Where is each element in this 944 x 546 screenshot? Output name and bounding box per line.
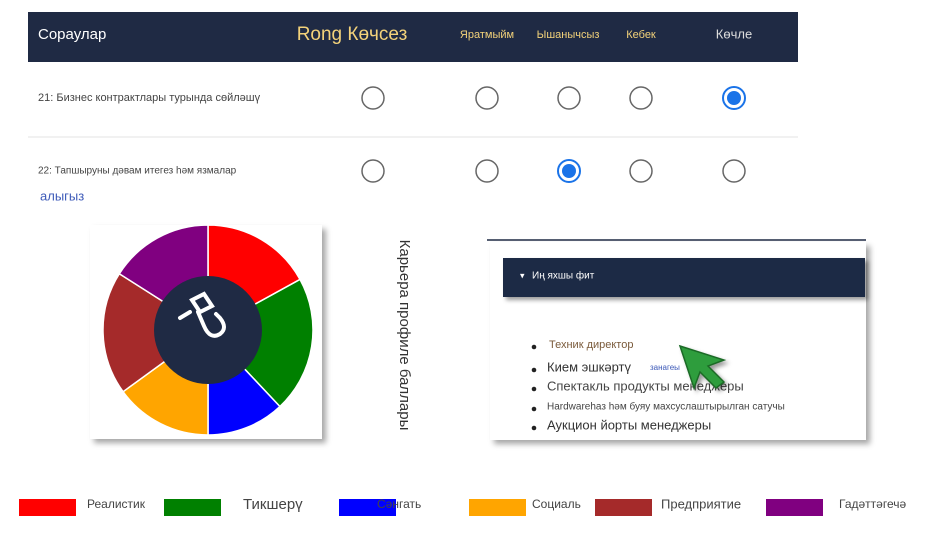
best-fit-item[interactable]: Аукцион йорты менеджеры (547, 417, 711, 432)
header-bar (28, 12, 798, 62)
bullet (531, 344, 537, 350)
bullet (531, 425, 537, 431)
legend-label: Предприятие (661, 496, 741, 511)
legend-swatch (339, 499, 396, 516)
question-text-continued: алыгыз (40, 188, 84, 203)
column-header: Rong Көчсез (297, 24, 408, 45)
best-fit-item[interactable]: Техник директор (549, 339, 633, 351)
hook-icon (178, 291, 226, 338)
cursor (678, 344, 727, 391)
question-text: 22: Тапшыруны дәвам итегез һәм язмалар (38, 166, 237, 177)
radio[interactable] (722, 159, 746, 183)
legend-swatch (766, 499, 823, 516)
radio[interactable] (475, 159, 499, 183)
bullet (531, 386, 537, 392)
column-header: Сораулар (38, 26, 106, 43)
legend-label: Социаль (532, 497, 581, 511)
legend-swatch (595, 499, 652, 516)
legend-swatch (19, 499, 76, 516)
radio-dot (562, 164, 576, 178)
radio[interactable] (361, 159, 385, 183)
radio[interactable] (629, 159, 653, 183)
legend-swatch (469, 499, 526, 516)
legend-swatch (164, 499, 221, 516)
bullet (531, 367, 537, 373)
column-header: Кебек (626, 29, 656, 41)
legend-label: Реалистик (87, 497, 146, 511)
radio[interactable] (629, 86, 653, 110)
chart-axis-label: Карьера профиле баллары (396, 240, 413, 431)
question-text: 21: Бизнес контрактлары турында сөйләшү (38, 92, 261, 104)
radio[interactable] (557, 86, 581, 110)
radio-dot (727, 91, 741, 105)
column-header: Ышанычсыз (537, 29, 600, 41)
best-fit-item[interactable]: Hardwareһаз һәм буяу махсуслаштырылган с… (547, 401, 785, 413)
column-header: Яратмыйм (460, 29, 514, 41)
legend-label: Сәнгать (377, 497, 421, 511)
best-fit-header (503, 258, 865, 297)
best-fit-item-note: занагеы (650, 363, 680, 372)
column-header: Көчле (716, 26, 752, 41)
radio[interactable] (361, 86, 385, 110)
collapse-icon[interactable]: ▾ (520, 270, 525, 280)
legend-label: Гадәттәгечә (839, 497, 906, 511)
best-fit-item[interactable]: Кием эшкәртү (547, 359, 631, 374)
best-fit-title[interactable]: Иң яхшы фит (532, 270, 595, 282)
radio[interactable] (475, 86, 499, 110)
bullet (531, 406, 537, 412)
legend-label: Тикшерү (243, 496, 303, 513)
